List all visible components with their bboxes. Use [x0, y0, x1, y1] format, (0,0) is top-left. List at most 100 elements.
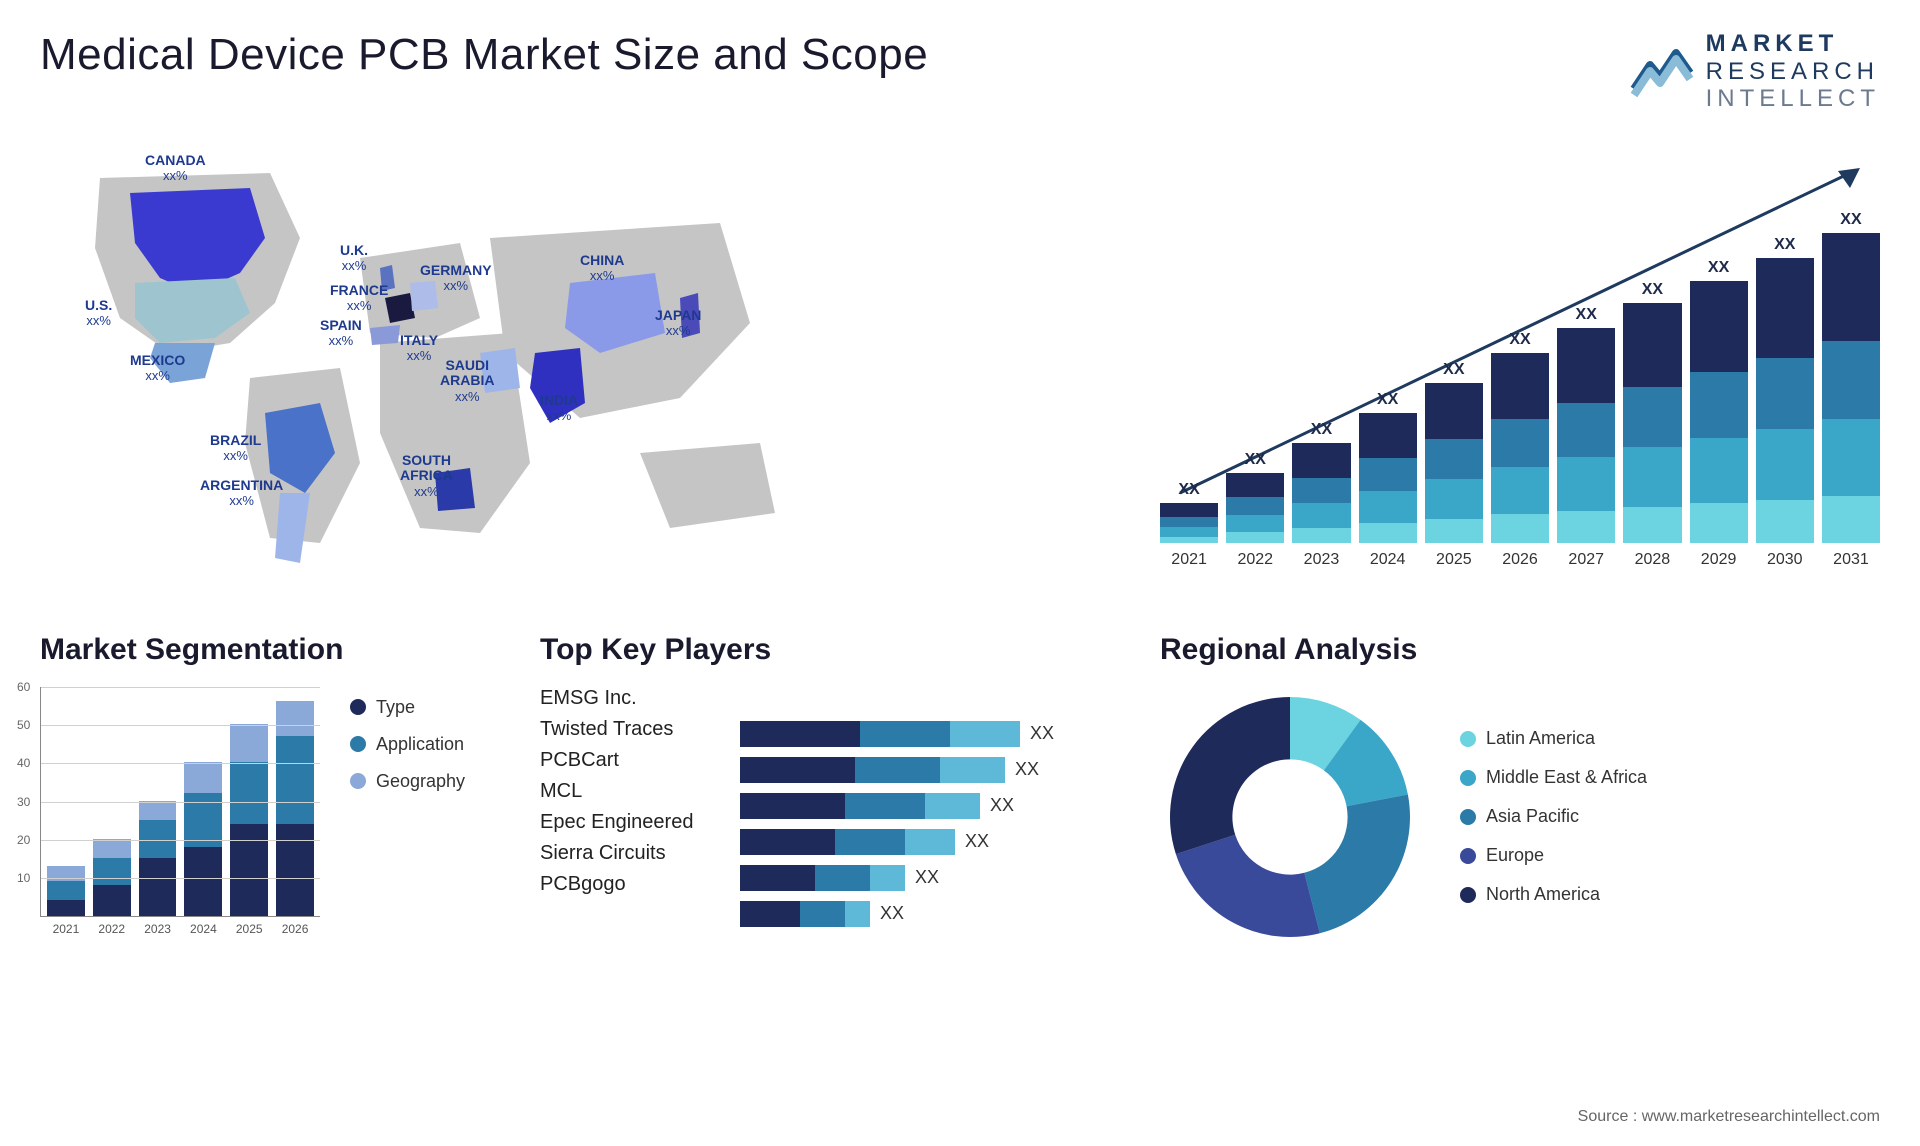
legend-item: Latin America: [1460, 728, 1647, 749]
map-label: CHINAxx%: [580, 253, 624, 284]
growth-bar: XX2022: [1226, 451, 1284, 543]
bar-year-label: 2025: [1425, 551, 1483, 569]
segmentation-bar: 2026: [276, 701, 314, 916]
legend-item: North America: [1460, 884, 1647, 905]
segmentation-bar: 2025: [230, 724, 268, 916]
map-label: CANADAxx%: [145, 153, 206, 184]
key-players-title: Top Key Players: [540, 633, 1130, 667]
growth-bar-chart: XX2021XX2022XX2023XX2024XX2025XX2026XX20…: [1160, 143, 1880, 583]
world-map: CANADAxx%U.S.xx%MEXICOxx%BRAZILxx%ARGENT…: [40, 143, 940, 583]
map-label: SOUTHAFRICAxx%: [400, 453, 453, 499]
player-name: PCBgogo: [540, 873, 720, 896]
growth-bar: XX2027: [1557, 306, 1615, 543]
logo-line3: INTELLECT: [1706, 85, 1880, 113]
bar-value-label: XX: [1840, 211, 1861, 229]
player-value: XX: [965, 831, 989, 852]
bar-year-label: 2029: [1690, 551, 1748, 569]
regional-panel: Regional Analysis Latin AmericaMiddle Ea…: [1160, 633, 1720, 947]
player-bar-row: XX: [740, 721, 1130, 747]
bar-value-label: XX: [1509, 331, 1530, 349]
segmentation-bar: 2021: [47, 866, 85, 916]
player-name: Sierra Circuits: [540, 842, 720, 865]
bar-year-label: 2030: [1756, 551, 1814, 569]
legend-label: Geography: [376, 771, 465, 792]
y-tick: 60: [17, 680, 30, 694]
map-label: U.S.xx%: [85, 298, 112, 329]
player-value: XX: [915, 867, 939, 888]
growth-bar: XX2026: [1491, 331, 1549, 543]
growth-bar: XX2030: [1756, 236, 1814, 543]
seg-year-label: 2025: [230, 922, 268, 936]
bar-value-label: XX: [1178, 481, 1199, 499]
legend-label: North America: [1486, 884, 1600, 905]
y-tick: 10: [17, 871, 30, 885]
bar-year-label: 2027: [1557, 551, 1615, 569]
growth-bar: XX2028: [1623, 281, 1681, 543]
map-label: JAPANxx%: [655, 308, 701, 339]
brand-logo: MARKET RESEARCH INTELLECT: [1630, 30, 1880, 113]
segmentation-panel: Market Segmentation 20212022202320242025…: [40, 633, 510, 947]
segmentation-title: Market Segmentation: [40, 633, 510, 667]
growth-bar: XX2024: [1359, 391, 1417, 543]
bar-year-label: 2022: [1226, 551, 1284, 569]
bar-year-label: 2028: [1623, 551, 1681, 569]
map-label: ARGENTINAxx%: [200, 478, 283, 509]
map-label: U.K.xx%: [340, 243, 368, 274]
key-players-panel: Top Key Players EMSG Inc. Twisted Traces P…: [540, 633, 1130, 947]
legend-swatch: [350, 699, 366, 715]
legend-swatch: [1460, 770, 1476, 786]
legend-label: Asia Pacific: [1486, 806, 1579, 827]
legend-label: Type: [376, 697, 415, 718]
map-region-spain: [370, 325, 400, 345]
map-label: SAUDIARABIAxx%: [440, 358, 494, 404]
y-tick: 40: [17, 756, 30, 770]
bar-year-label: 2021: [1160, 551, 1218, 569]
growth-bar: XX2029: [1690, 259, 1748, 543]
legend-label: Application: [376, 734, 464, 755]
logo-line1: MARKET: [1706, 30, 1880, 58]
segmentation-bar: 2023: [139, 801, 177, 916]
map-label: SPAINxx%: [320, 318, 362, 349]
bar-value-label: XX: [1774, 236, 1795, 254]
donut-slice: [1304, 794, 1410, 933]
legend-item: Application: [350, 734, 465, 755]
bar-value-label: XX: [1576, 306, 1597, 324]
legend-swatch: [1460, 848, 1476, 864]
seg-year-label: 2022: [93, 922, 131, 936]
y-tick: 50: [17, 718, 30, 732]
bar-year-label: 2026: [1491, 551, 1549, 569]
y-tick: 30: [17, 795, 30, 809]
map-region-france: [385, 293, 415, 323]
seg-year-label: 2023: [139, 922, 177, 936]
player-value: XX: [1030, 723, 1054, 744]
player-name: Epec Engineered: [540, 811, 720, 834]
growth-bar: XX2031: [1822, 211, 1880, 543]
player-name: Twisted Traces: [540, 718, 720, 741]
player-bar-row: XX: [740, 901, 1130, 927]
donut-slice: [1170, 697, 1290, 854]
bar-year-label: 2031: [1822, 551, 1880, 569]
growth-bar: XX2023: [1292, 421, 1350, 543]
player-name: EMSG Inc.: [540, 687, 720, 710]
source-attribution: Source : www.marketresearchintellect.com: [1578, 1108, 1880, 1126]
bar-year-label: 2024: [1359, 551, 1417, 569]
map-label: INDIAxx%: [540, 393, 578, 424]
legend-item: Europe: [1460, 845, 1647, 866]
page-title: Medical Device PCB Market Size and Scope: [40, 30, 928, 80]
player-value: XX: [990, 795, 1014, 816]
map-label: GERMANYxx%: [420, 263, 492, 294]
legend-swatch: [350, 736, 366, 752]
bar-value-label: XX: [1708, 259, 1729, 277]
player-bar-row: XX: [740, 865, 1130, 891]
bar-value-label: XX: [1245, 451, 1266, 469]
legend-swatch: [1460, 731, 1476, 747]
player-name: MCL: [540, 780, 720, 803]
bar-value-label: XX: [1311, 421, 1332, 439]
y-tick: 20: [17, 833, 30, 847]
seg-year-label: 2026: [276, 922, 314, 936]
map-label: FRANCExx%: [330, 283, 388, 314]
player-value: XX: [1015, 759, 1039, 780]
map-label: ITALYxx%: [400, 333, 438, 364]
legend-label: Middle East & Africa: [1486, 767, 1647, 788]
seg-year-label: 2021: [47, 922, 85, 936]
